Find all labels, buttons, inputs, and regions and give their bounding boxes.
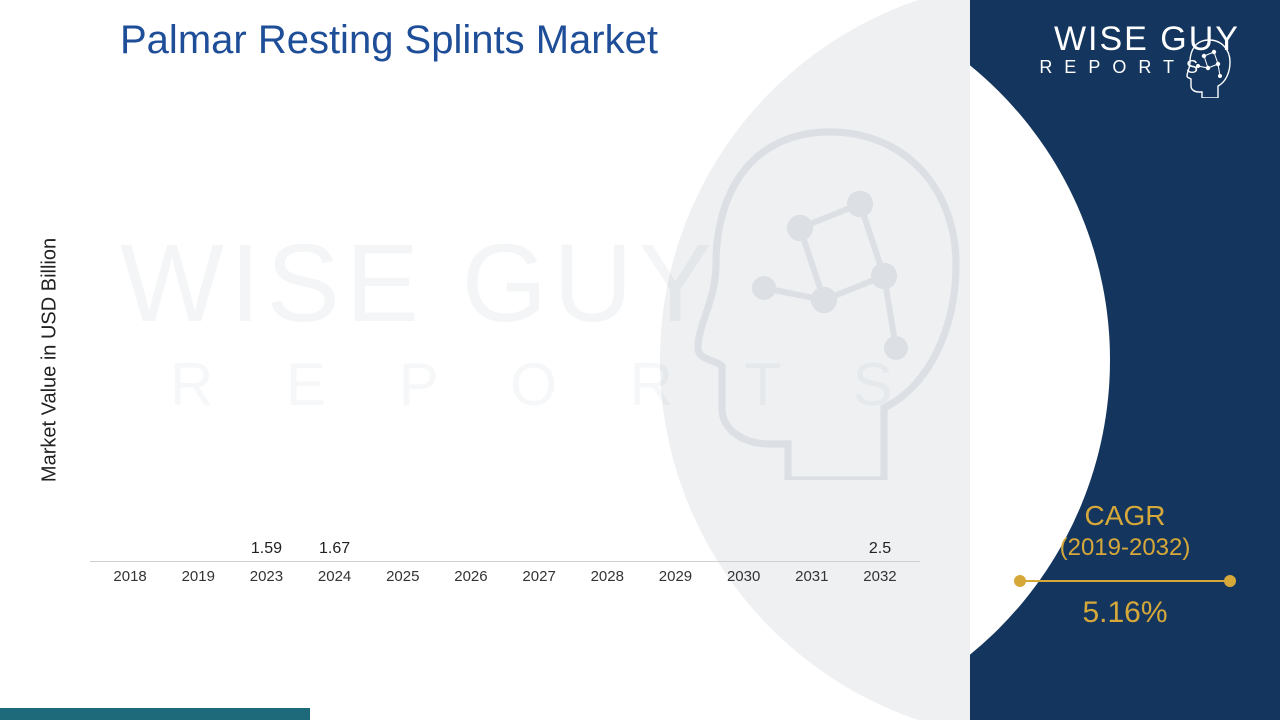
side-panel: WISE GUY REPORTS CAGR (2019-2032): [970, 0, 1280, 720]
x-axis-label: 2030: [710, 562, 778, 590]
x-axis-label: 2031: [778, 562, 846, 590]
bar-slot: [164, 540, 232, 562]
bar-slot: [641, 540, 709, 562]
x-axis-label: 2019: [164, 562, 232, 590]
cagr-range: (2019-2032): [1010, 534, 1240, 562]
bar-value-label: 1.67: [319, 540, 350, 558]
x-axis-label: 2029: [641, 562, 709, 590]
bar-slot: [369, 540, 437, 562]
x-axis-labels: 2018201920232024202520262027202820292030…: [90, 562, 920, 590]
bar-slot: [437, 540, 505, 562]
bars-container: 1.59 1.67 2.5: [90, 130, 920, 562]
x-axis-label: 2023: [232, 562, 300, 590]
chart-area: Market Value in USD Billion 1.591.672.5 …: [50, 130, 920, 590]
cagr-block: CAGR (2019-2032) 5.16%: [1010, 500, 1240, 630]
x-axis-label: 2027: [505, 562, 573, 590]
bar-value-label: 2.5: [869, 540, 891, 558]
bar-slot: [96, 540, 164, 562]
x-axis-label: 2024: [301, 562, 369, 590]
bar-slot: 2.5: [846, 540, 914, 562]
logo-block: WISE GUY REPORTS: [990, 20, 1240, 78]
chart-title: Palmar Resting Splints Market: [120, 18, 658, 63]
head-icon: [1184, 38, 1234, 98]
x-axis-label: 2026: [437, 562, 505, 590]
cagr-value: 5.16%: [1010, 596, 1240, 630]
plot-region: 1.59 1.67 2.5: [90, 130, 920, 562]
bar-slot: [573, 540, 641, 562]
stage: WISE GUY REPORTS CAGR (2019-2032): [0, 0, 1280, 720]
x-axis-label: 2032: [846, 562, 914, 590]
x-axis-label: 2025: [369, 562, 437, 590]
bar-slot: [778, 540, 846, 562]
bar-slot: [505, 540, 573, 562]
bar-slot: 1.59: [232, 540, 300, 562]
x-axis-label: 2018: [96, 562, 164, 590]
bar-slot: 1.67: [301, 540, 369, 562]
cagr-divider: [1020, 580, 1230, 582]
bottom-accent-bar: [0, 708, 310, 720]
bar-slot: [710, 540, 778, 562]
y-axis-label: Market Value in USD Billion: [39, 238, 62, 482]
cagr-label: CAGR: [1010, 500, 1240, 532]
x-axis-label: 2028: [573, 562, 641, 590]
bar-value-label: 1.59: [251, 540, 282, 558]
